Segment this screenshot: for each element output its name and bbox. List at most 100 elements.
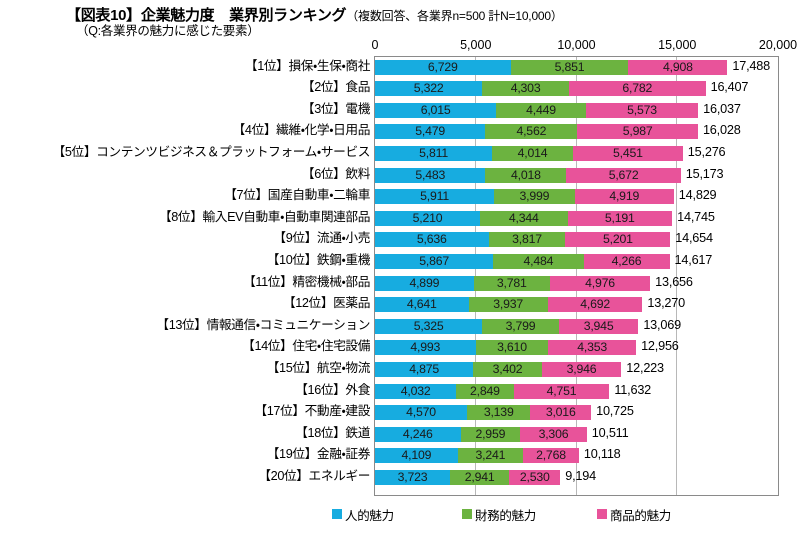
x-axis-tick-20000: 20,000 bbox=[758, 38, 798, 52]
row-total: 16,037 bbox=[703, 101, 741, 116]
chart-row: 【15位】航空・物流 4,875 3,402 3,946 12,223 bbox=[0, 359, 800, 381]
bar-segment-3: 5,191 bbox=[567, 210, 673, 226]
category-label: 【6位】飲料 bbox=[301, 166, 370, 181]
bar-segment-1: 3,723 bbox=[375, 469, 451, 485]
stacked-bar: 5,811 4,014 5,451 bbox=[375, 145, 683, 161]
row-total: 13,270 bbox=[647, 296, 685, 311]
chart-row: 【20位】エネルギー 3,723 2,941 2,530 9,194 bbox=[0, 467, 800, 489]
legend-label: 財務的魅力 bbox=[475, 508, 537, 523]
bar-segment-1: 4,032 bbox=[375, 383, 457, 399]
bar-segment-1: 6,015 bbox=[375, 102, 497, 118]
category-label: 【17位】不動産・建設 bbox=[254, 404, 370, 419]
category-label: 【3位】電機 bbox=[301, 101, 370, 116]
bar-segment-value: 5,851 bbox=[554, 59, 585, 74]
chart-legend: 人的魅力 財務的魅力 商品的魅力 bbox=[0, 506, 800, 526]
legend-label: 人的魅力 bbox=[345, 508, 394, 523]
bar-segment-1: 4,875 bbox=[375, 361, 474, 377]
bar-segment-value: 4,344 bbox=[508, 210, 539, 225]
row-total: 14,617 bbox=[674, 252, 713, 267]
stacked-bar: 6,015 4,449 5,573 bbox=[375, 102, 699, 118]
bar-segment-value: 4,014 bbox=[517, 145, 548, 160]
bar-segment-value: 4,899 bbox=[409, 275, 440, 290]
row-total: 16,407 bbox=[710, 80, 749, 95]
chart-row: 【7位】国産自動車・二輪車 5,911 3,999 4,919 14,829 bbox=[0, 186, 800, 208]
bar-segment-1: 4,899 bbox=[375, 275, 474, 291]
bar-segment-value: 6,729 bbox=[427, 59, 458, 74]
bar-segment-2: 4,344 bbox=[479, 210, 568, 226]
bar-segment-3: 4,919 bbox=[574, 189, 674, 205]
bar-segment-1: 5,210 bbox=[375, 210, 480, 226]
bar-segment-value: 3,610 bbox=[497, 340, 527, 355]
chart-row: 【9位】流通・小売 5,636 3,817 5,201 14,654 bbox=[0, 229, 800, 251]
category-label: 【14位】住宅・住宅設備 bbox=[242, 339, 370, 354]
bar-segment-value: 2,530 bbox=[519, 469, 550, 484]
category-label: 【18位】鉄道 bbox=[295, 425, 370, 440]
bar-segment-value: 5,987 bbox=[622, 124, 653, 139]
bar-segment-1: 6,729 bbox=[375, 59, 511, 75]
category-label: 【7位】国産自動車・二輪車 bbox=[224, 188, 370, 203]
category-label: 【10位】鉄鋼・重機 bbox=[266, 252, 371, 267]
bar-segment-2: 3,402 bbox=[473, 361, 542, 377]
bar-segment-1: 4,109 bbox=[375, 448, 458, 464]
chart-row: 【10位】鉄鋼・重機 5,867 4,484 4,266 14,617 bbox=[0, 251, 800, 273]
stacked-bar: 4,246 2,959 3,306 bbox=[375, 426, 587, 442]
bar-segment-1: 5,325 bbox=[375, 318, 483, 334]
bar-segment-2: 4,018 bbox=[485, 167, 567, 183]
bar-segment-1: 5,483 bbox=[375, 167, 486, 183]
bar-segment-3: 3,306 bbox=[520, 426, 587, 442]
bar-segment-1: 5,479 bbox=[375, 124, 486, 140]
chart-title-block: 【図表10】企業魅力度 業界別ランキング（複数回答、各業界n=500 計N=10… bbox=[66, 4, 766, 25]
stacked-bar: 6,729 5,851 4,908 bbox=[375, 59, 728, 75]
stacked-bar: 4,570 3,139 3,016 bbox=[375, 405, 592, 421]
stacked-bar: 3,723 2,941 2,530 bbox=[375, 469, 561, 485]
legend-swatch-icon bbox=[597, 509, 607, 519]
bar-segment-2: 5,851 bbox=[510, 59, 629, 75]
bar-segment-value: 4,032 bbox=[400, 383, 431, 398]
category-label: 【13位】情報通信・コミュニケーション bbox=[156, 317, 370, 332]
bar-segment-2: 2,849 bbox=[456, 383, 514, 399]
bar-segment-2: 3,139 bbox=[467, 405, 531, 421]
bar-segment-value: 5,479 bbox=[415, 124, 446, 139]
bar-segment-2: 3,799 bbox=[482, 318, 559, 334]
bar-segment-value: 4,303 bbox=[510, 81, 541, 96]
bar-segment-3: 4,976 bbox=[549, 275, 651, 291]
bar-segment-3: 3,946 bbox=[541, 361, 622, 377]
bar-segment-value: 3,817 bbox=[512, 232, 542, 247]
bar-segment-value: 6,015 bbox=[420, 102, 451, 117]
legend-item-2[interactable]: 財務的魅力 bbox=[462, 506, 537, 523]
bar-segment-value: 3,241 bbox=[475, 448, 506, 463]
bar-segment-value: 3,306 bbox=[538, 426, 569, 441]
legend-item-1[interactable]: 人的魅力 bbox=[332, 506, 394, 523]
bar-segment-3: 5,451 bbox=[572, 145, 683, 161]
chart-row: 【5位】コンテンツビジネス＆プラットフォーム・サービス 5,811 4,014 5,4… bbox=[0, 143, 800, 165]
legend-item-3[interactable]: 商品的魅力 bbox=[597, 506, 671, 523]
category-label: 【9位】流通・小売 bbox=[273, 231, 370, 246]
bar-segment-value: 5,325 bbox=[413, 318, 444, 333]
chart-row: 【14位】住宅・住宅設備 4,993 3,610 4,353 12,956 bbox=[0, 337, 800, 359]
stacked-bar: 5,911 3,999 4,919 bbox=[375, 189, 674, 205]
bar-segment-2: 4,014 bbox=[492, 145, 573, 161]
bar-segment-2: 4,562 bbox=[485, 124, 578, 140]
chart-row: 【6位】飲料 5,483 4,018 5,672 15,173 bbox=[0, 165, 800, 187]
bar-segment-1: 4,993 bbox=[375, 340, 476, 356]
page-title-note: （複数回答、各業界n=500 計N=10,000） bbox=[346, 9, 563, 23]
bar-segment-value: 4,908 bbox=[663, 59, 693, 74]
legend-swatch-icon bbox=[332, 509, 342, 519]
bar-segment-value: 4,919 bbox=[609, 189, 640, 204]
category-label: 【20位】エネルギー bbox=[258, 468, 370, 483]
bar-segment-3: 6,782 bbox=[568, 81, 706, 97]
row-total: 17,488 bbox=[732, 58, 770, 73]
bar-segment-value: 5,672 bbox=[608, 167, 639, 182]
stacked-bar: 5,867 4,484 4,266 bbox=[375, 253, 670, 269]
bar-segment-3: 5,573 bbox=[585, 102, 699, 118]
bar-segment-value: 3,999 bbox=[519, 189, 550, 204]
chart-row: 【12位】医薬品 4,641 3,937 4,692 13,270 bbox=[0, 294, 800, 316]
x-axis-tick-15000: 15,000 bbox=[658, 38, 697, 52]
chart-row: 【16位】外食 4,032 2,849 4,751 11,632 bbox=[0, 381, 800, 403]
bar-segment-value: 5,573 bbox=[627, 102, 657, 117]
stacked-bar: 4,032 2,849 4,751 bbox=[375, 383, 610, 399]
chart-row: 【1位】損保・生保・商社 6,729 5,851 4,908 17,488 bbox=[0, 57, 800, 79]
bar-segment-2: 3,781 bbox=[473, 275, 550, 291]
bar-segment-2: 4,449 bbox=[496, 102, 586, 118]
bar-segment-1: 4,570 bbox=[375, 405, 468, 421]
